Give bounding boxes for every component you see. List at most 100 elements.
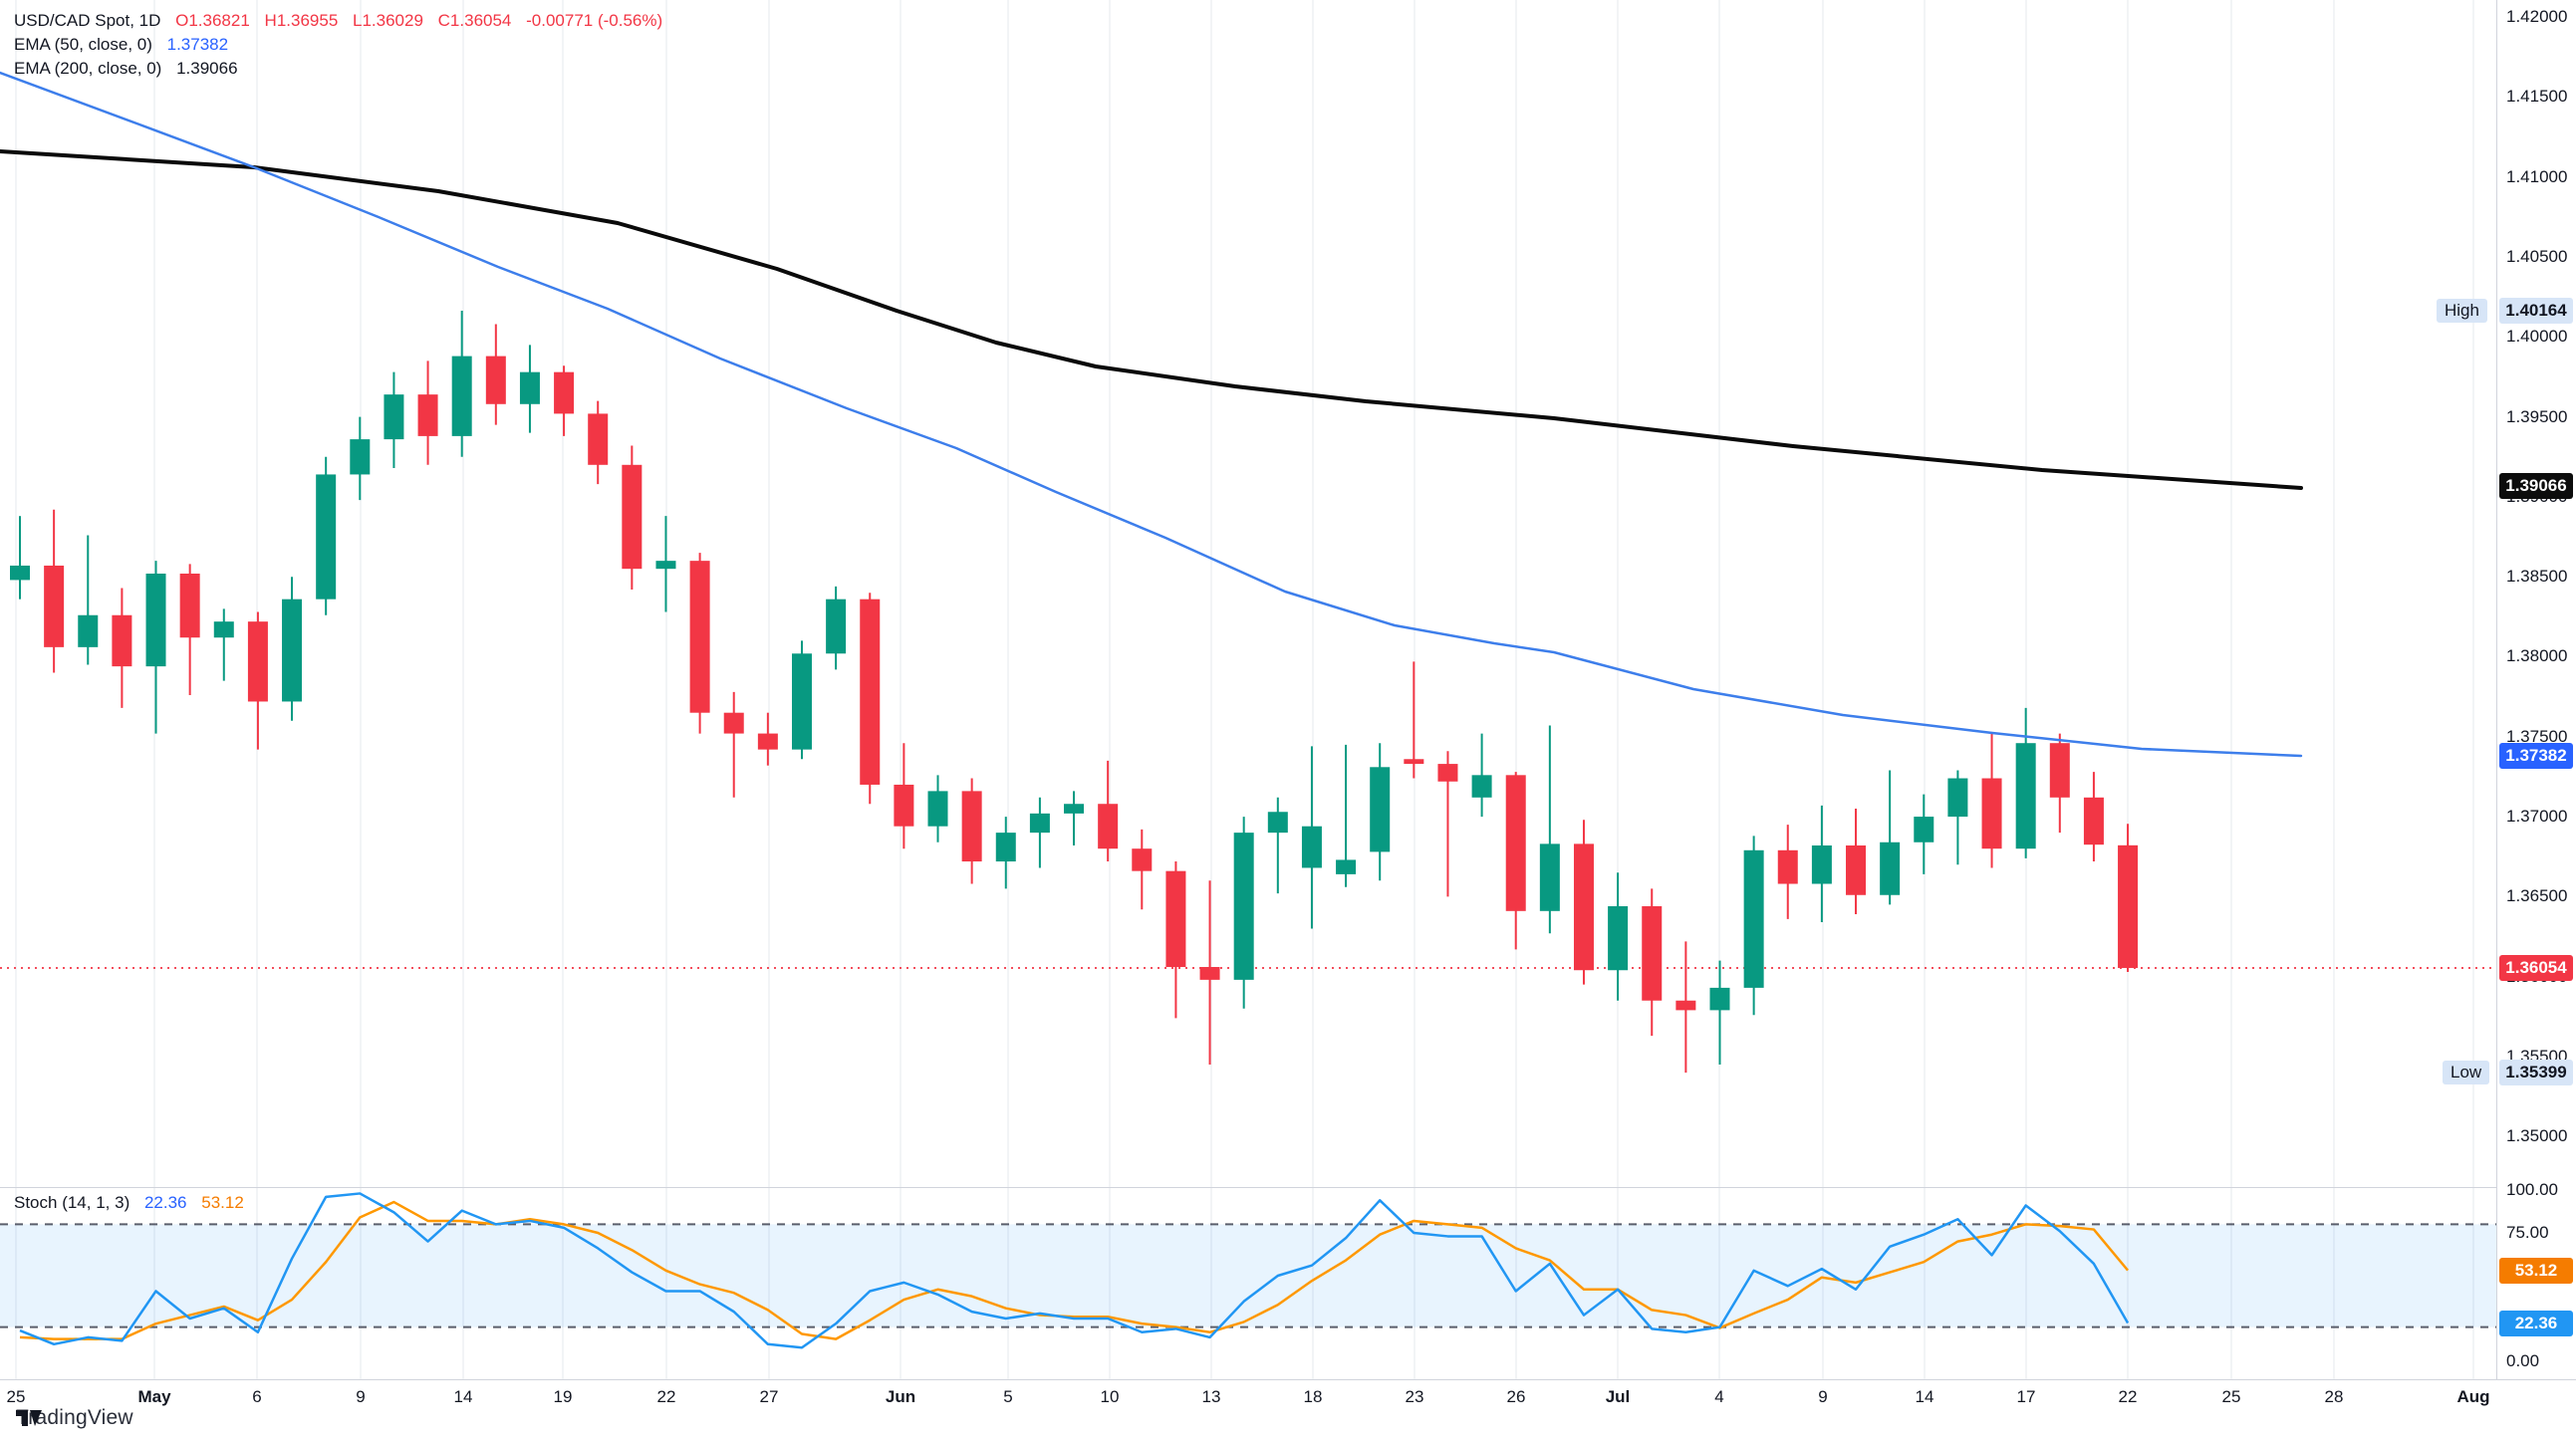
candle[interactable] bbox=[894, 743, 914, 849]
candle[interactable] bbox=[384, 371, 404, 469]
time-axis-tick[interactable]: 6 bbox=[252, 1387, 262, 1406]
candle[interactable] bbox=[1098, 760, 1119, 862]
candle[interactable] bbox=[1981, 733, 2002, 868]
time-axis-tick[interactable]: 9 bbox=[356, 1387, 366, 1406]
time-axis-tick[interactable]: 27 bbox=[759, 1387, 779, 1406]
candle[interactable] bbox=[860, 593, 881, 805]
candle[interactable] bbox=[2049, 733, 2070, 834]
stoch-axis-tick[interactable]: 100.00 bbox=[2506, 1180, 2558, 1199]
candle[interactable] bbox=[1642, 888, 1663, 1037]
candle[interactable] bbox=[44, 509, 65, 673]
candle[interactable] bbox=[1539, 725, 1560, 934]
candle[interactable] bbox=[826, 586, 847, 670]
candle[interactable] bbox=[1777, 825, 1798, 919]
candle[interactable] bbox=[2118, 824, 2139, 972]
candle[interactable] bbox=[2015, 707, 2036, 858]
time-axis-tick[interactable]: 10 bbox=[1100, 1387, 1120, 1406]
candle[interactable] bbox=[213, 608, 234, 681]
candle[interactable] bbox=[1608, 872, 1629, 1001]
pane-separator[interactable] bbox=[0, 1187, 2576, 1188]
candle[interactable] bbox=[1947, 770, 1968, 865]
ema200-label[interactable]: EMA (200, close, 0) bbox=[14, 59, 162, 78]
price-axis-tick[interactable]: 1.37000 bbox=[2506, 807, 2568, 827]
candle[interactable] bbox=[112, 588, 132, 708]
price-axis[interactable]: 1.42000 1.41500 1.41000 1.40500 1.40000 1.395… bbox=[2496, 0, 2576, 1379]
price-axis-tick[interactable]: 1.41500 bbox=[2506, 87, 2568, 107]
main-price-pane[interactable] bbox=[0, 0, 2496, 1187]
candle[interactable] bbox=[1267, 797, 1288, 894]
stochastic-pane[interactable] bbox=[0, 1187, 2496, 1379]
candle[interactable] bbox=[554, 365, 575, 436]
time-axis-tick[interactable]: 18 bbox=[1303, 1387, 1323, 1406]
time-axis-tick[interactable]: 25 bbox=[2221, 1387, 2241, 1406]
candle[interactable] bbox=[1165, 861, 1186, 1019]
time-axis-tick[interactable]: May bbox=[137, 1387, 171, 1406]
time-axis-tick[interactable]: 28 bbox=[2324, 1387, 2344, 1406]
time-axis-tick[interactable]: 4 bbox=[1714, 1387, 1724, 1406]
time-axis[interactable]: 25 May 6 9 14 19 22 27 Jun 5 10 13 18 23 26 Jul 4 9 14 17 22… bbox=[0, 1379, 2576, 1412]
symbol-title[interactable]: USD/CAD Spot, 1D bbox=[14, 11, 161, 30]
candle[interactable] bbox=[1132, 829, 1153, 910]
time-axis-tick[interactable]: 5 bbox=[1003, 1387, 1013, 1406]
candle[interactable] bbox=[655, 516, 676, 612]
candle[interactable] bbox=[1880, 770, 1901, 905]
candle[interactable] bbox=[1743, 836, 1764, 1016]
candle[interactable] bbox=[622, 445, 643, 591]
time-axis-tick[interactable]: 22 bbox=[656, 1387, 676, 1406]
candle[interactable] bbox=[179, 564, 200, 696]
stoch-d-line[interactable] bbox=[19, 1200, 2130, 1340]
time-axis-tick[interactable]: 14 bbox=[453, 1387, 473, 1406]
time-axis-tick[interactable]: 26 bbox=[1506, 1387, 1526, 1406]
time-axis-tick[interactable]: 13 bbox=[1201, 1387, 1221, 1406]
ema50-line[interactable] bbox=[0, 71, 2303, 758]
ema50-label[interactable]: EMA (50, close, 0) bbox=[14, 35, 152, 54]
candle[interactable] bbox=[1064, 791, 1085, 845]
candle[interactable] bbox=[350, 416, 371, 501]
candle[interactable] bbox=[1301, 746, 1322, 929]
stoch-k-line[interactable] bbox=[19, 1192, 2130, 1349]
price-axis-tick[interactable]: 1.37500 bbox=[2506, 726, 2568, 746]
price-axis-tick[interactable]: 1.40500 bbox=[2506, 247, 2568, 267]
stoch-axis-tick[interactable]: 75.00 bbox=[2506, 1223, 2549, 1242]
candle[interactable] bbox=[1199, 880, 1220, 1065]
candle[interactable] bbox=[1573, 820, 1594, 985]
candle[interactable] bbox=[78, 535, 99, 665]
time-axis-tick[interactable]: Jun bbox=[885, 1387, 916, 1406]
candle[interactable] bbox=[451, 311, 472, 457]
candle[interactable] bbox=[588, 400, 609, 485]
time-axis-tick[interactable]: Aug bbox=[2456, 1387, 2490, 1406]
candle[interactable] bbox=[1675, 941, 1696, 1074]
stoch-title[interactable]: Stoch (14, 1, 3) bbox=[14, 1193, 130, 1212]
candle[interactable] bbox=[1709, 960, 1730, 1065]
price-axis-tick[interactable]: 1.35000 bbox=[2506, 1126, 2568, 1146]
time-axis-tick[interactable]: 22 bbox=[2118, 1387, 2138, 1406]
candle[interactable] bbox=[417, 360, 438, 465]
time-axis-tick[interactable]: 19 bbox=[553, 1387, 573, 1406]
candle[interactable] bbox=[1505, 772, 1526, 950]
candle[interactable] bbox=[1914, 794, 1934, 874]
time-axis-tick[interactable]: 14 bbox=[1915, 1387, 1934, 1406]
candle[interactable] bbox=[1471, 733, 1492, 818]
candle[interactable] bbox=[791, 640, 812, 760]
candle[interactable] bbox=[723, 691, 744, 798]
tradingview-logo[interactable]: TradingView bbox=[16, 1406, 133, 1430]
time-axis-tick[interactable]: 23 bbox=[1405, 1387, 1424, 1406]
candle[interactable] bbox=[1404, 661, 1424, 779]
price-axis-tick[interactable]: 1.36500 bbox=[2506, 886, 2568, 906]
time-axis-tick[interactable]: Jul bbox=[1605, 1387, 1631, 1406]
price-axis-tick[interactable]: 1.42000 bbox=[2506, 7, 2568, 27]
candle[interactable] bbox=[10, 516, 30, 600]
stoch-axis-tick[interactable]: 0.00 bbox=[2506, 1351, 2540, 1370]
candle[interactable] bbox=[247, 611, 268, 750]
candle[interactable] bbox=[1437, 751, 1458, 897]
candle[interactable] bbox=[316, 456, 337, 615]
price-axis-tick[interactable]: 1.39500 bbox=[2506, 406, 2568, 426]
candle[interactable] bbox=[1846, 809, 1867, 915]
candle[interactable] bbox=[282, 577, 303, 721]
candle[interactable] bbox=[1233, 817, 1254, 1009]
price-axis-tick[interactable]: 1.38000 bbox=[2506, 646, 2568, 666]
candle[interactable] bbox=[1811, 805, 1832, 923]
time-axis-tick[interactable]: 17 bbox=[2016, 1387, 2036, 1406]
candle[interactable] bbox=[757, 712, 778, 766]
candle[interactable] bbox=[927, 775, 948, 842]
